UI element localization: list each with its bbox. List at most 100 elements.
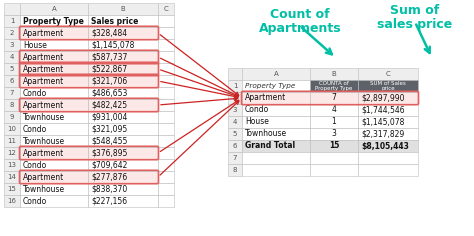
Bar — [88, 111, 158, 123]
Bar — [358, 92, 418, 104]
Bar — [242, 104, 310, 116]
Text: 7: 7 — [10, 90, 14, 96]
Text: $482,425: $482,425 — [91, 101, 127, 110]
Bar — [20, 183, 88, 195]
Text: 13: 13 — [8, 162, 17, 168]
Bar — [4, 171, 20, 183]
Bar — [310, 152, 358, 164]
Bar — [228, 152, 242, 164]
Bar — [20, 3, 88, 15]
Bar — [20, 123, 88, 135]
Bar — [242, 152, 310, 164]
Bar — [20, 135, 88, 147]
Text: C: C — [164, 6, 168, 12]
Bar — [88, 195, 158, 207]
Text: 3: 3 — [10, 42, 14, 48]
Bar — [20, 159, 88, 171]
Bar — [158, 51, 174, 63]
Bar — [20, 111, 88, 123]
Text: 12: 12 — [8, 150, 17, 156]
Text: $2,317,829: $2,317,829 — [361, 130, 404, 139]
Text: Sales price: Sales price — [91, 17, 138, 25]
Bar — [20, 39, 88, 51]
Bar — [310, 116, 358, 128]
Bar — [20, 27, 88, 39]
Text: 6: 6 — [233, 143, 237, 149]
Text: Condo: Condo — [23, 197, 47, 206]
Bar — [358, 128, 418, 140]
Text: 1: 1 — [10, 18, 14, 24]
Bar — [358, 140, 418, 152]
Bar — [310, 92, 358, 104]
Bar — [88, 3, 158, 15]
Bar — [310, 140, 358, 152]
Text: COUNTA of
Property Type: COUNTA of Property Type — [315, 81, 353, 91]
Bar — [4, 3, 20, 15]
Bar — [88, 75, 158, 87]
Bar — [4, 135, 20, 147]
Text: Count of
Apartments: Count of Apartments — [259, 8, 341, 35]
Bar — [88, 15, 158, 27]
Bar — [242, 68, 310, 80]
Bar — [310, 128, 358, 140]
Bar — [228, 68, 242, 80]
Bar — [228, 92, 242, 104]
Text: B: B — [332, 71, 337, 77]
Text: Apartment: Apartment — [23, 148, 64, 157]
Bar — [310, 104, 358, 116]
Bar — [242, 80, 310, 92]
Text: Property Type: Property Type — [23, 17, 84, 25]
Text: 11: 11 — [8, 138, 17, 144]
Bar — [88, 159, 158, 171]
Bar — [358, 116, 418, 128]
Text: $709,642: $709,642 — [91, 160, 128, 169]
Bar — [358, 80, 418, 92]
Bar — [358, 104, 418, 116]
Bar — [4, 75, 20, 87]
Bar — [358, 152, 418, 164]
Text: 6: 6 — [10, 78, 14, 84]
Bar — [20, 99, 88, 111]
Bar — [20, 147, 88, 159]
Text: 1: 1 — [332, 118, 337, 126]
Text: 7: 7 — [233, 155, 237, 161]
Text: 15: 15 — [329, 142, 339, 151]
Text: B: B — [120, 6, 126, 12]
Bar — [20, 63, 88, 75]
Bar — [158, 87, 174, 99]
Text: $227,156: $227,156 — [91, 197, 127, 206]
Bar — [158, 135, 174, 147]
Text: 16: 16 — [8, 198, 17, 204]
Bar — [358, 164, 418, 176]
Text: 4: 4 — [10, 54, 14, 60]
Text: $8,105,443: $8,105,443 — [361, 142, 409, 151]
Bar — [20, 15, 88, 27]
Bar — [4, 99, 20, 111]
Bar — [20, 171, 88, 183]
Bar — [4, 123, 20, 135]
Text: 4: 4 — [233, 119, 237, 125]
Text: Townhouse: Townhouse — [23, 185, 65, 194]
Bar — [20, 51, 88, 63]
Bar — [228, 164, 242, 176]
Bar — [88, 39, 158, 51]
Text: $931,004: $931,004 — [91, 113, 128, 122]
Text: A: A — [273, 71, 278, 77]
Bar — [88, 171, 158, 183]
Text: $486,653: $486,653 — [91, 88, 128, 97]
Text: $2,897,990: $2,897,990 — [361, 93, 404, 102]
Bar — [228, 116, 242, 128]
Text: 3: 3 — [233, 107, 237, 113]
Text: $321,095: $321,095 — [91, 125, 127, 134]
Text: 2: 2 — [233, 95, 237, 101]
Bar — [20, 195, 88, 207]
Text: Apartment: Apartment — [23, 101, 64, 110]
Text: $328,484: $328,484 — [91, 29, 127, 38]
Bar — [228, 80, 242, 92]
Bar — [88, 135, 158, 147]
Text: Condo: Condo — [23, 88, 47, 97]
Bar — [4, 15, 20, 27]
Bar — [88, 27, 158, 39]
Bar — [4, 159, 20, 171]
Text: SUM of Sales
price: SUM of Sales price — [370, 81, 406, 91]
